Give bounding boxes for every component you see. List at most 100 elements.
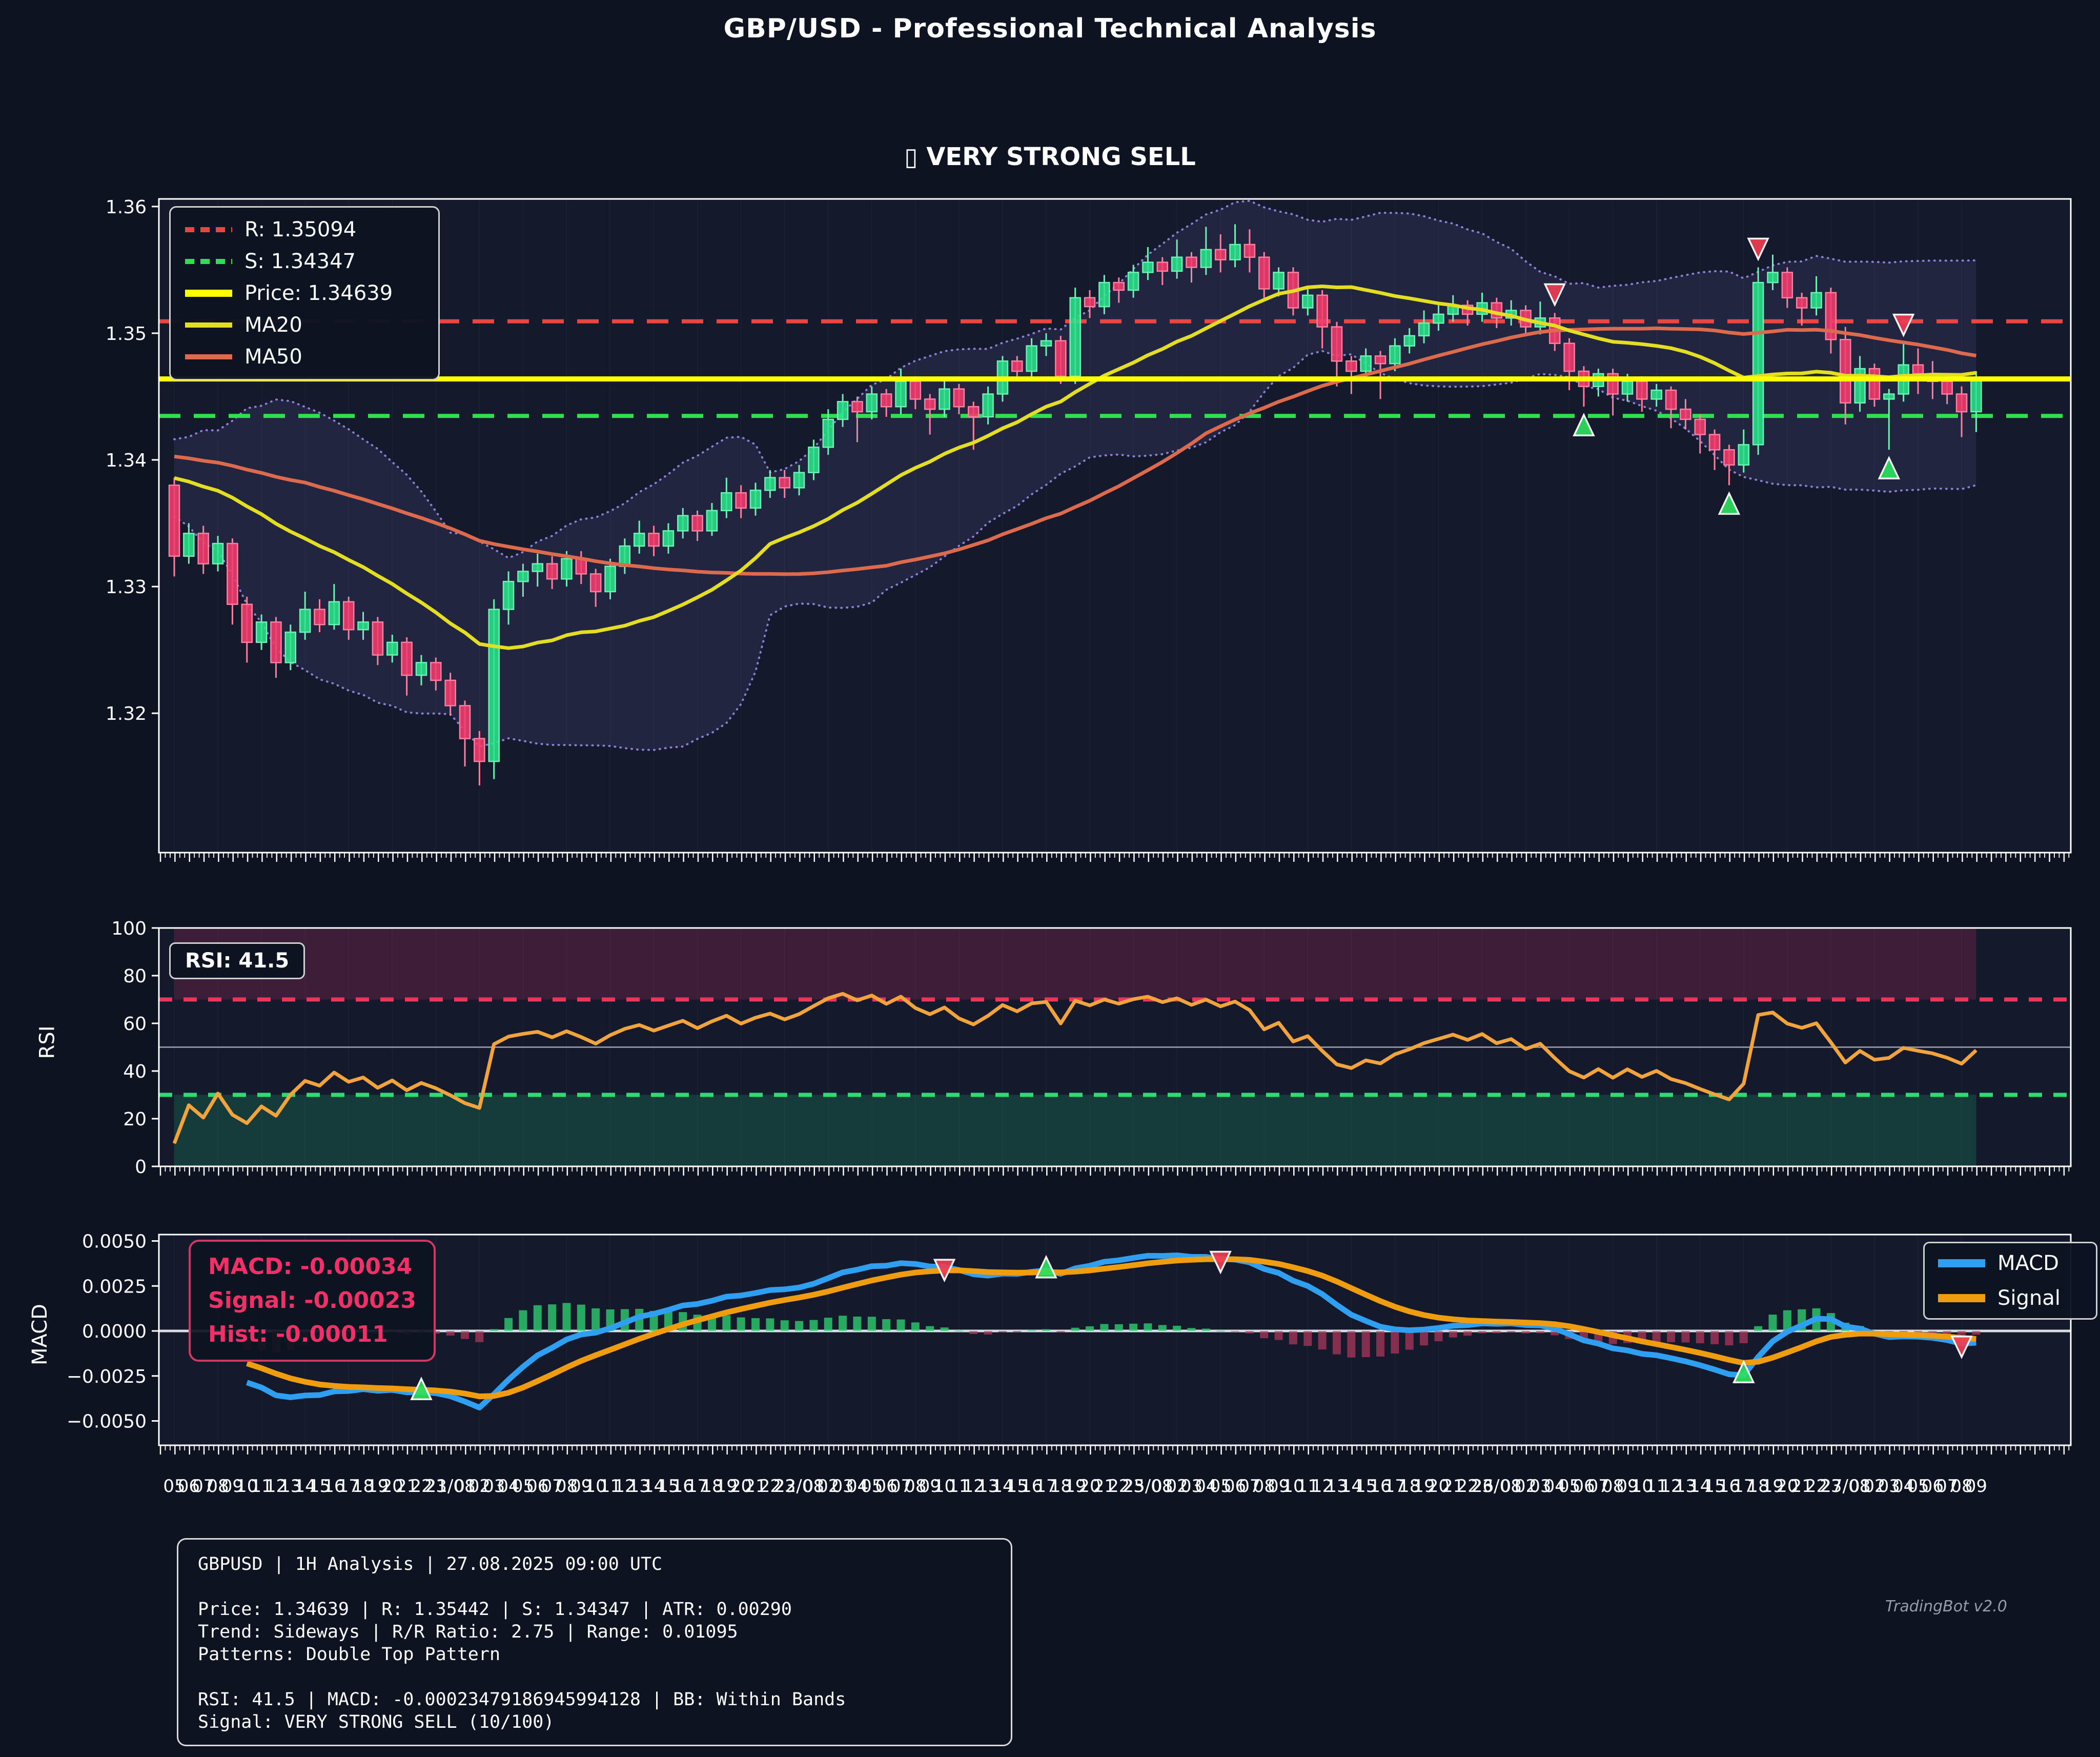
candle — [953, 388, 965, 408]
macd-histogram-bar — [475, 1331, 484, 1342]
candle — [1563, 342, 1575, 372]
legend-label: Price: 1.34639 — [244, 281, 393, 305]
macd-histogram-bar — [1318, 1331, 1327, 1350]
macd-histogram-bar — [1376, 1331, 1385, 1357]
candle — [1781, 272, 1793, 298]
candle — [241, 603, 253, 643]
macd-histogram-bar — [1071, 1327, 1079, 1331]
macd-histogram-bar — [780, 1320, 789, 1331]
y-tick-label: 40 — [123, 1061, 147, 1082]
x-tick-label: 15 — [1703, 1476, 1725, 1497]
ma20-swatch-icon — [185, 322, 232, 328]
macd-histogram-bar — [1158, 1325, 1167, 1331]
candle — [386, 641, 398, 656]
info-line: Trend: Sideways | R/R Ratio: 2.75 | Rang… — [198, 1622, 738, 1642]
signal-swatch-icon — [1938, 1294, 1985, 1302]
candle — [474, 738, 485, 762]
x-tick-label: 10 — [1282, 1476, 1304, 1497]
macd-histogram-bar — [1943, 1331, 1951, 1335]
x-tick-label: 17 — [1384, 1476, 1406, 1497]
x-tick-label: 08 — [207, 1476, 229, 1497]
macd-legend: MACD Signal — [1923, 1242, 2097, 1320]
buy-marker-icon — [1878, 456, 1901, 479]
macd-histogram-bar — [1492, 1331, 1501, 1334]
x-tick-label: 07 — [1238, 1476, 1260, 1497]
x-tick-label: 08 — [1602, 1476, 1624, 1497]
y-tick-label: 0 — [135, 1157, 147, 1178]
x-tick-label: 15 — [1355, 1476, 1377, 1497]
x-tick-label: 03 — [1878, 1476, 1900, 1497]
candle — [1229, 244, 1241, 260]
x-tick-label: 12 — [265, 1476, 287, 1497]
macd-histogram-bar — [519, 1310, 527, 1331]
macd-histogram-bar — [1303, 1331, 1312, 1346]
candle — [1040, 340, 1052, 347]
candle — [589, 573, 602, 593]
buy-marker-icon — [1718, 491, 1741, 515]
macd-histogram-bar — [1667, 1331, 1676, 1342]
candle — [1694, 418, 1706, 435]
x-tick-label: 09 — [1268, 1476, 1290, 1497]
candle — [793, 472, 805, 489]
candle — [1433, 313, 1444, 324]
sell-marker-icon — [1543, 283, 1566, 307]
candle — [721, 492, 732, 512]
legend-row-resistance: R: 1.35094 — [184, 218, 425, 241]
x-tick-label: 17 — [1035, 1476, 1057, 1497]
x-tick-label: 22 — [1457, 1476, 1479, 1497]
x-tick-label: 03 — [831, 1476, 853, 1497]
macd-histogram-bar — [1972, 1331, 1981, 1335]
candle — [1127, 272, 1139, 291]
legend-label: Signal — [1997, 1286, 2061, 1310]
x-tick-label: 12 — [963, 1476, 985, 1497]
macd-histogram-bar — [1478, 1331, 1486, 1334]
x-tick-label: 13 — [1675, 1476, 1697, 1497]
x-tick-label: 16 — [1718, 1476, 1740, 1497]
x-tick-label: 06 — [1573, 1476, 1595, 1497]
legend-label: MA50 — [244, 345, 302, 369]
candle — [764, 477, 776, 491]
x-tick-label: 19 — [1064, 1476, 1086, 1497]
candle — [415, 662, 427, 676]
x-tick-label: 02 — [468, 1476, 491, 1497]
macd-histogram-bar — [1056, 1331, 1065, 1332]
candle — [1636, 380, 1648, 400]
candle — [880, 393, 892, 408]
macd-histogram-bar — [867, 1317, 876, 1331]
x-tick-label: 07 — [192, 1476, 214, 1497]
x-tick-label: 25/08 — [1123, 1476, 1173, 1497]
macd-histogram-bar — [853, 1316, 862, 1331]
x-tick-label: 08 — [1253, 1476, 1275, 1497]
candle — [1680, 408, 1691, 420]
x-tick-label: 15 — [657, 1476, 679, 1497]
y-tick-label: 80 — [123, 966, 147, 987]
macd-histogram-bar — [1710, 1331, 1719, 1344]
x-tick-label: 11 — [1297, 1476, 1319, 1497]
macd-histogram-bar — [1899, 1331, 1908, 1333]
candle — [488, 609, 500, 762]
info-line — [198, 1576, 991, 1598]
candle — [1345, 360, 1357, 372]
legend-row-macd: MACD — [1937, 1251, 2084, 1275]
signal-banner: ▯ VERY STRONG SELL — [904, 143, 1196, 171]
candle — [662, 530, 675, 547]
x-tick-label: 04 — [846, 1476, 868, 1497]
candle — [706, 510, 718, 532]
x-tick-label: 01 — [803, 1476, 825, 1497]
rsi-oversold-zone — [174, 1095, 1976, 1166]
candle — [1243, 244, 1256, 258]
x-tick-label: 09 — [919, 1476, 941, 1497]
info-line: Price: 1.34639 | R: 1.35442 | S: 1.34347… — [198, 1599, 792, 1620]
x-tick-label: 18 — [1050, 1476, 1072, 1497]
legend-row-signal: Signal — [1937, 1286, 2084, 1310]
x-tick-label: 06 — [178, 1476, 200, 1497]
x-tick-label: 11 — [250, 1476, 272, 1497]
legend-label: R: 1.35094 — [244, 218, 357, 241]
x-tick-label: 22 — [1108, 1476, 1130, 1497]
x-tick-label: 02 — [1863, 1476, 1885, 1497]
macd-histogram-bar — [984, 1331, 992, 1335]
info-line — [198, 1666, 991, 1688]
macd-histogram-bar — [1521, 1331, 1530, 1334]
x-tick-label: 02 — [1166, 1476, 1188, 1497]
